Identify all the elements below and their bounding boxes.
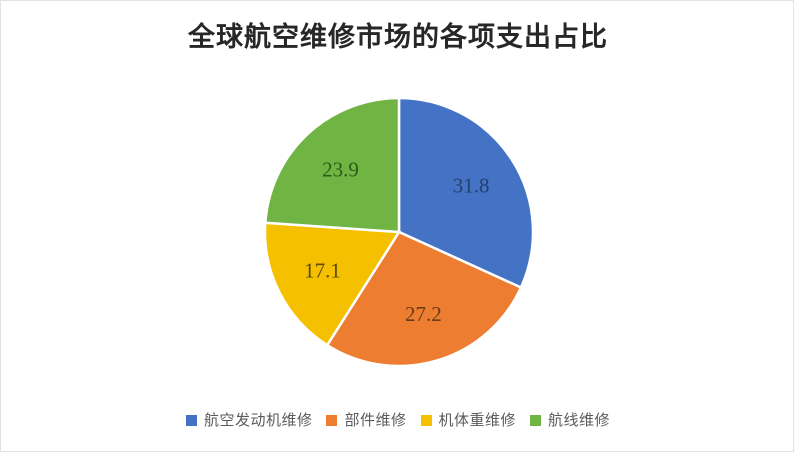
legend-item[interactable]: 部件维修 — [326, 409, 406, 430]
legend-swatch-icon — [420, 415, 432, 426]
pie-slice-label: 17.1 — [304, 259, 341, 283]
pie-slice[interactable] — [263, 96, 401, 234]
chart-legend: 航空发动机维修 部件维修 机体重维修 航线维修 — [1, 409, 794, 430]
pie-slice[interactable] — [263, 221, 402, 347]
legend-item-label: 机体重维修 — [438, 412, 517, 429]
legend-swatch-icon — [530, 415, 542, 426]
legend-swatch-icon — [326, 415, 338, 426]
legend-swatch-icon — [185, 415, 197, 426]
pie-slice[interactable] — [397, 96, 535, 290]
legend-item[interactable]: 机体重维修 — [420, 409, 517, 430]
pie-slices-group — [263, 96, 535, 368]
legend-item[interactable]: 航空发动机维修 — [185, 409, 313, 430]
legend-item[interactable]: 航线维修 — [530, 409, 610, 430]
chart-title: 全球航空维修市场的各项支出占比 — [188, 22, 608, 52]
pie-svg: 31.8 27.2 17.1 23.9 — [263, 96, 535, 368]
pie-slice-label: 27.2 — [405, 302, 442, 326]
pie-plot-area: 31.8 27.2 17.1 23.9 — [263, 96, 535, 368]
pie-data-labels-group: 31.8 27.2 17.1 23.9 — [304, 157, 489, 326]
pie-slice[interactable] — [325, 230, 523, 368]
pie-slice-label: 23.9 — [322, 157, 359, 181]
legend-item-label: 部件维修 — [344, 412, 407, 429]
legend-item-label: 航线维修 — [548, 412, 611, 429]
legend-item-label: 航空发动机维修 — [203, 412, 313, 429]
pie-slice-label: 31.8 — [453, 174, 490, 198]
